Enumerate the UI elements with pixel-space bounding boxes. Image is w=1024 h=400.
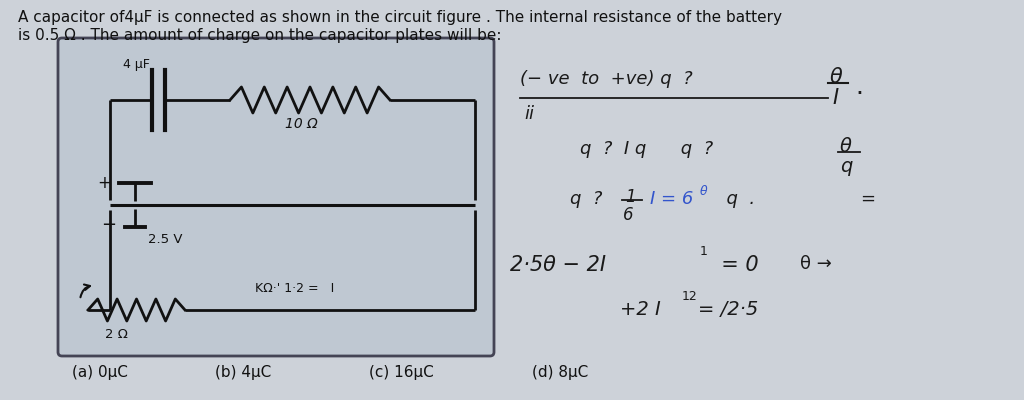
- Text: θ: θ: [830, 67, 843, 87]
- Text: A capacitor of4μF is connected as shown in the circuit figure . The internal res: A capacitor of4μF is connected as shown …: [18, 10, 782, 25]
- Text: θ →: θ →: [800, 255, 831, 273]
- Text: I = 6: I = 6: [650, 190, 693, 208]
- Text: = 0: = 0: [708, 255, 759, 275]
- Text: 1: 1: [625, 188, 636, 206]
- Text: 10 Ω: 10 Ω: [285, 117, 317, 131]
- Text: I: I: [831, 88, 838, 108]
- Text: 2.5 V: 2.5 V: [148, 233, 182, 246]
- Text: +2 I: +2 I: [620, 300, 660, 319]
- Text: q  ?: q ?: [570, 190, 602, 208]
- Text: q  ?  I q      q  ?: q ? I q q ?: [580, 140, 713, 158]
- Text: (c) 16μC: (c) 16μC: [369, 365, 433, 380]
- Text: 12: 12: [682, 290, 697, 303]
- Text: q: q: [840, 157, 852, 176]
- Text: ii: ii: [524, 105, 534, 123]
- Text: θ: θ: [840, 137, 852, 156]
- Text: (− ve  to  +ve) q  ?: (− ve to +ve) q ?: [520, 70, 692, 88]
- Text: =: =: [860, 190, 874, 208]
- Text: (a) 0μC: (a) 0μC: [72, 365, 128, 380]
- Text: −: −: [101, 216, 116, 234]
- Text: (b) 4μC: (b) 4μC: [215, 365, 271, 380]
- Text: KΩ·' 1·2 =   I: KΩ·' 1·2 = I: [255, 282, 334, 295]
- Text: q  .: q .: [715, 190, 755, 208]
- Text: is 0.5 Ω . The amount of charge on the capacitor plates will be:: is 0.5 Ω . The amount of charge on the c…: [18, 28, 502, 43]
- Text: .: .: [855, 75, 863, 99]
- Text: θ: θ: [700, 185, 708, 198]
- FancyBboxPatch shape: [58, 38, 494, 356]
- Text: 1: 1: [700, 245, 708, 258]
- Text: +: +: [97, 174, 111, 192]
- Text: 4 μF: 4 μF: [123, 58, 150, 71]
- Text: (d) 8μC: (d) 8μC: [532, 365, 589, 380]
- Text: 2 Ω: 2 Ω: [105, 328, 128, 341]
- Text: 6: 6: [623, 206, 634, 224]
- Text: = /2·5: = /2·5: [698, 300, 758, 319]
- Text: 2·5θ − 2I: 2·5θ − 2I: [510, 255, 606, 275]
